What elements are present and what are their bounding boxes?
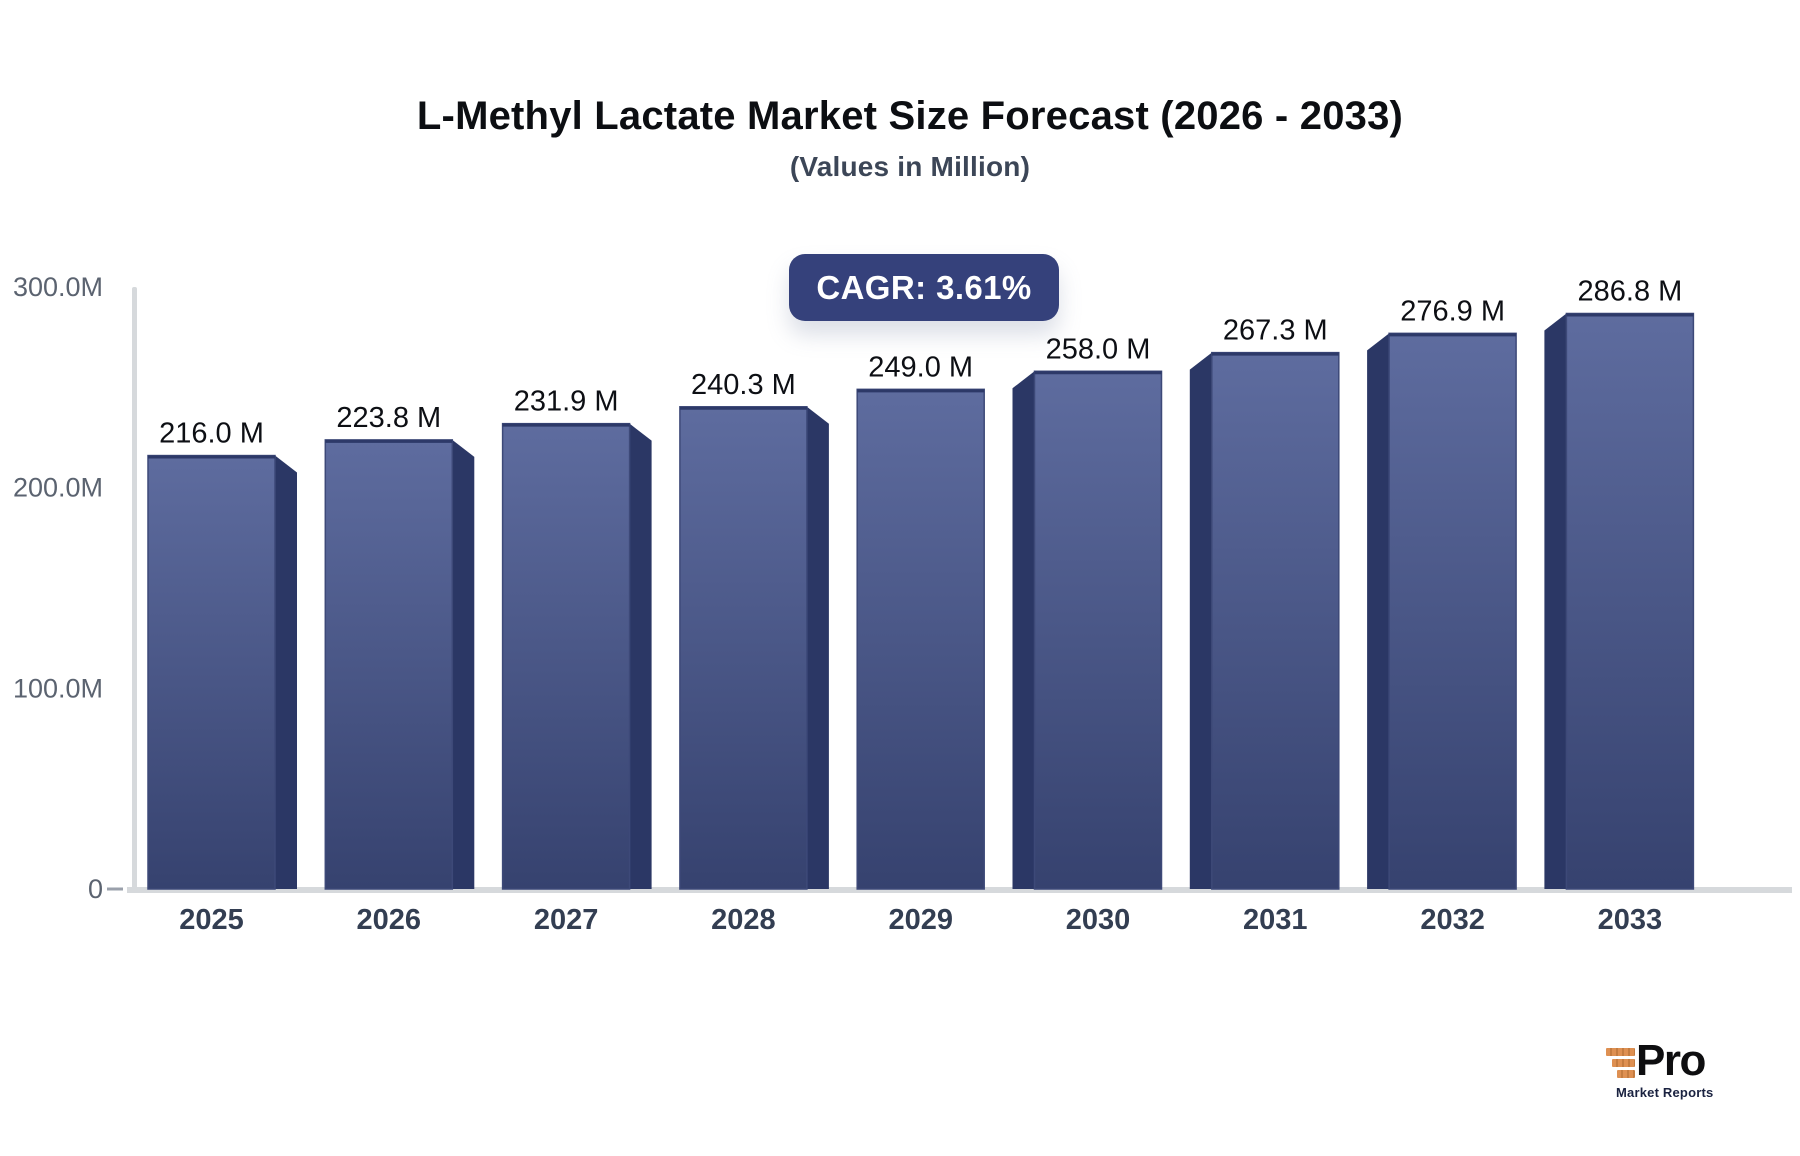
x-category-label: 2025 xyxy=(179,904,244,936)
cagr-badge-label: CAGR: 3.61% xyxy=(816,268,1032,306)
x-axis-line xyxy=(127,887,1792,893)
bar-value-label: 231.9 M xyxy=(514,386,619,418)
y-tick-label: 100.0M xyxy=(13,673,103,703)
chart-title: L-Methyl Lactate Market Size Forecast (2… xyxy=(416,94,1404,138)
x-category-label: 2031 xyxy=(1243,904,1308,936)
x-category-label: 2030 xyxy=(1066,904,1131,936)
bar-group-2031: 267.3 M 2031 xyxy=(1189,315,1340,936)
brand-logo-row: Pro xyxy=(1606,1036,1716,1085)
bar-front-face xyxy=(324,439,454,890)
bar-front-face xyxy=(1211,351,1340,890)
x-category-label: 2028 xyxy=(711,904,776,936)
bar-front-face xyxy=(501,422,631,890)
bar-side-face xyxy=(1012,371,1035,889)
bar-group-2032: 276.9 M 2032 xyxy=(1367,295,1517,936)
brand-logo: Pro Market Reports xyxy=(1606,1036,1716,1100)
bar-front-face xyxy=(1565,312,1695,890)
logo-tagline: Market Reports xyxy=(1616,1084,1714,1100)
logo-bars-icon xyxy=(1606,1048,1635,1081)
bar-front-face xyxy=(1388,332,1517,890)
bar-value-label: 258.0 M xyxy=(1046,333,1151,365)
chart-subtitle: (Values in Million) xyxy=(789,151,1031,182)
bar-front-face xyxy=(147,454,276,890)
bar-group-2027: 231.9 M 2027 xyxy=(501,386,652,936)
y-axis-line xyxy=(132,287,137,893)
bar-front-face xyxy=(856,388,985,890)
bar-front-face xyxy=(679,406,808,890)
bar-group-2026: 223.8 M 2026 xyxy=(324,402,475,936)
x-category-label: 2026 xyxy=(357,904,422,936)
bar-side-face xyxy=(1189,352,1212,889)
y-tick-label: 200.0M xyxy=(13,473,103,503)
bar-group-2025: 216.0 M 2025 xyxy=(147,418,297,936)
logo-brand-text: Pro xyxy=(1636,1036,1706,1085)
x-category-label: 2032 xyxy=(1420,904,1485,936)
logo-bar-bottom xyxy=(1617,1070,1635,1078)
bar-value-label: 223.8 M xyxy=(336,402,441,434)
y-tick-label: 300.0M xyxy=(13,272,103,302)
logo-bar-middle xyxy=(1612,1059,1635,1067)
bar-side-face xyxy=(806,406,829,889)
x-category-label: 2029 xyxy=(888,904,953,936)
logo-bar-top xyxy=(1606,1048,1635,1056)
bar-value-label: 286.8 M xyxy=(1578,275,1683,307)
bar-value-label: 267.3 M xyxy=(1223,315,1328,347)
x-category-label: 2027 xyxy=(534,904,599,936)
cagr-badge: CAGR: 3.61% xyxy=(789,254,1059,321)
bar-value-label: 276.9 M xyxy=(1400,295,1505,327)
bar-group-2030: 258.0 M 2030 xyxy=(1012,333,1163,936)
bar-side-face xyxy=(1544,313,1567,889)
bar-side-face xyxy=(452,439,475,889)
y-tick-label: 0 xyxy=(88,874,103,904)
bar-front-face xyxy=(1033,370,1163,890)
bar-side-face xyxy=(1367,333,1390,889)
chart-header: L-Methyl Lactate Market Size Forecast (2… xyxy=(0,94,1800,183)
bar-group-2029: 249.0 M 2029 xyxy=(856,351,985,936)
bar-side-face xyxy=(629,423,652,889)
bar-group-2033: 286.8 M 2033 xyxy=(1544,275,1695,936)
bar-value-label: 240.3 M xyxy=(691,369,796,401)
x-category-label: 2033 xyxy=(1598,904,1663,936)
bar-side-face xyxy=(275,455,297,889)
bar-value-label: 249.0 M xyxy=(868,351,973,383)
bar-value-label: 216.0 M xyxy=(159,418,264,450)
bar-group-2028: 240.3 M 2028 xyxy=(679,369,829,936)
